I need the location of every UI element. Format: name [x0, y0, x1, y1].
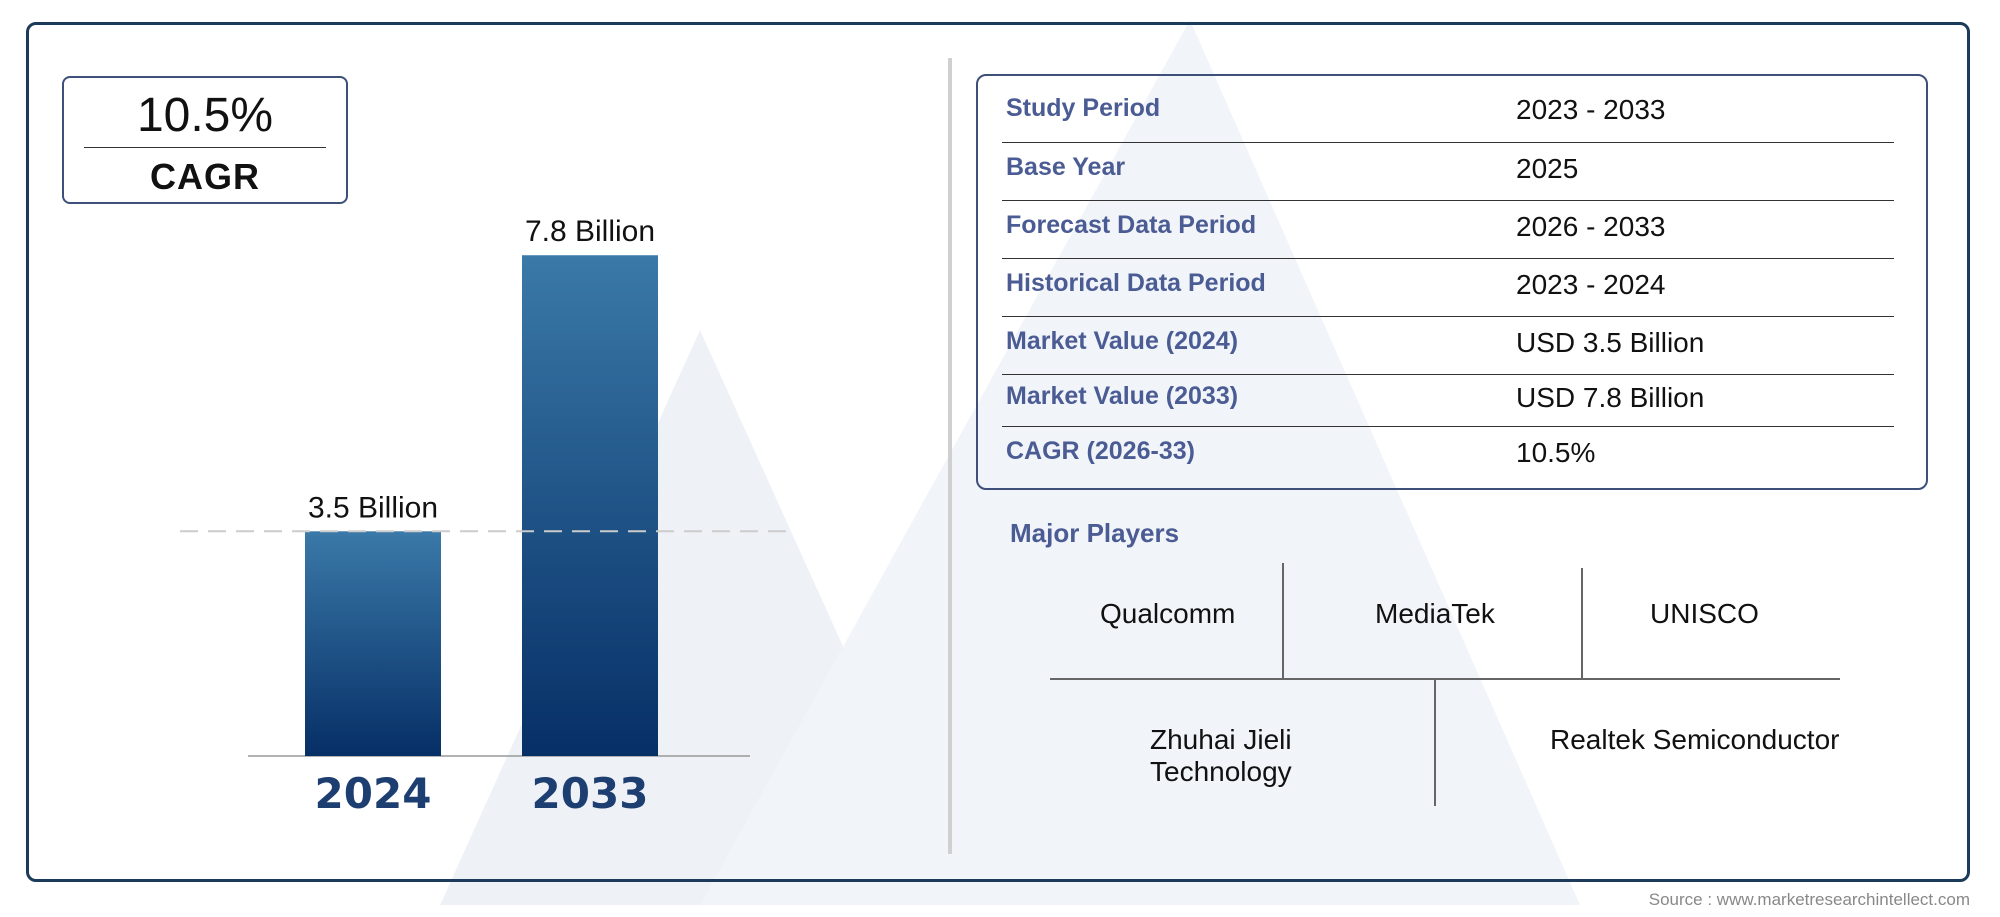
row-value: USD 7.8 Billion [1516, 382, 1705, 413]
row-divider [1002, 200, 1894, 201]
row-value: 2026 - 2033 [1516, 211, 1666, 242]
row-key: Forecast Data Period [1006, 211, 1257, 239]
row-divider [1002, 374, 1894, 375]
market-summary-table: Study Period 2023 - 2033 Base Year 2025 … [976, 74, 1928, 490]
bar-2033 [522, 255, 658, 757]
cagr-value: 10.5% [136, 89, 274, 142]
source-credit: Source : www.marketresearchintellect.com [1648, 890, 1970, 909]
bar-2024 [305, 531, 441, 756]
cagr-label: CAGR [150, 156, 260, 197]
players-divider [1581, 568, 1583, 678]
players-divider [1050, 678, 1840, 680]
cagr-divider [84, 147, 326, 148]
row-divider [1002, 142, 1894, 143]
major-players-title: Major Players [1010, 518, 1180, 548]
cagr-box: 10.5% CAGR [62, 76, 348, 204]
row-value: 2025 [1516, 153, 1579, 184]
players-divider [1282, 563, 1284, 678]
player-name: UNISCO [1650, 598, 1759, 629]
row-divider [1002, 316, 1894, 317]
players-divider [1434, 680, 1436, 806]
row-key: Base Year [1006, 153, 1126, 181]
category-label: 2033 [532, 769, 649, 818]
row-divider [1002, 258, 1894, 259]
player-name: Qualcomm [1100, 598, 1236, 629]
row-key: CAGR (2026-33) [1006, 437, 1195, 465]
card-frame [26, 22, 1970, 882]
row-value: 10.5% [1516, 437, 1596, 468]
data-label: 7.8 Billion [525, 215, 655, 248]
category-label: 2024 [315, 769, 432, 818]
player-name: Zhuhai Jieli Technology [1150, 724, 1292, 787]
row-divider [1002, 426, 1894, 427]
row-value: 2023 - 2024 [1516, 269, 1666, 300]
row-key: Historical Data Period [1006, 269, 1266, 297]
section-divider [948, 58, 952, 854]
row-key: Market Value (2024) [1006, 327, 1239, 355]
row-key: Market Value (2033) [1006, 382, 1239, 410]
bar-chart: 3.5 Billion 2024 7.8 Billion 2033 [180, 215, 790, 818]
row-value: 2023 - 2033 [1516, 94, 1666, 125]
row-value: USD 3.5 Billion [1516, 327, 1705, 358]
player-name: MediaTek [1375, 598, 1495, 629]
row-key: Study Period [1006, 94, 1161, 122]
data-label: 3.5 Billion [308, 491, 438, 524]
player-name: Realtek Semiconductor [1550, 724, 1840, 755]
